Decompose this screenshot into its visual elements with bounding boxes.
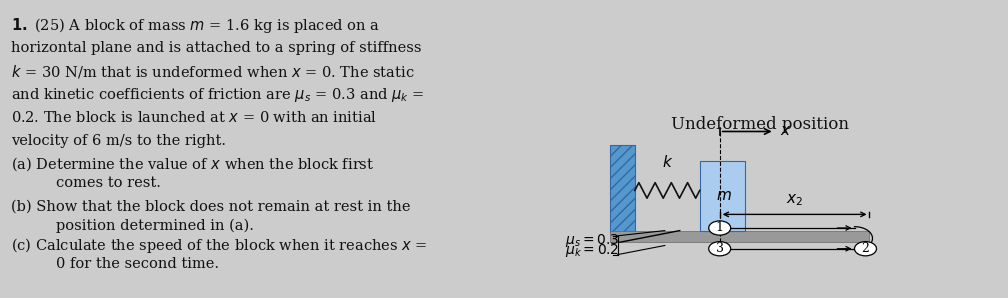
Text: $k$: $k$ [661,154,673,170]
Bar [700,161,745,231]
Bar [610,145,635,232]
Text: and kinetic coefficients of friction are $\mu_s$ = 0.3 and $\mu_k$ =: and kinetic coefficients of friction are… [11,86,424,104]
Text: (b) Show that the block does not remain at rest in the: (b) Show that the block does not remain … [11,200,410,214]
Text: velocity of 6 m/s to the right.: velocity of 6 m/s to the right. [11,134,226,148]
Text: position determined in (a).: position determined in (a). [56,219,254,233]
Text: 2: 2 [862,242,870,255]
Text: (a) Determine the value of $x$ when the block first: (a) Determine the value of $x$ when the … [11,155,374,173]
Text: (c) Calculate the speed of the block when it reaches $x$ =: (c) Calculate the speed of the block whe… [11,236,427,255]
Text: $\mu_k = 0.2$: $\mu_k = 0.2$ [564,241,619,259]
Text: Undeformed position: Undeformed position [670,116,849,133]
Text: horizontal plane and is attached to a spring of stiffness: horizontal plane and is attached to a sp… [11,41,421,55]
Text: 3: 3 [716,242,724,255]
Text: $\mathbf{1.}$ (25) A block of mass $m$ = 1.6 kg is placed on a: $\mathbf{1.}$ (25) A block of mass $m$ =… [11,15,380,35]
Text: $\mu_s = 0.3$: $\mu_s = 0.3$ [564,232,619,249]
Text: $x_2$: $x_2$ [786,192,803,208]
Bar [610,231,870,242]
Text: 1: 1 [716,221,724,235]
Text: $m$: $m$ [717,189,732,203]
Circle shape [709,242,731,256]
Text: $k$ = 30 N/m that is undeformed when $x$ = 0. The static: $k$ = 30 N/m that is undeformed when $x$… [11,63,414,80]
Text: $x$: $x$ [779,125,791,139]
Text: comes to rest.: comes to rest. [56,176,161,190]
Circle shape [709,221,731,235]
Text: 0.2. The block is launched at $x$ = 0 with an initial: 0.2. The block is launched at $x$ = 0 wi… [11,110,377,125]
Circle shape [855,242,877,256]
Text: 0 for the second time.: 0 for the second time. [56,257,219,271]
Bar [610,145,635,232]
